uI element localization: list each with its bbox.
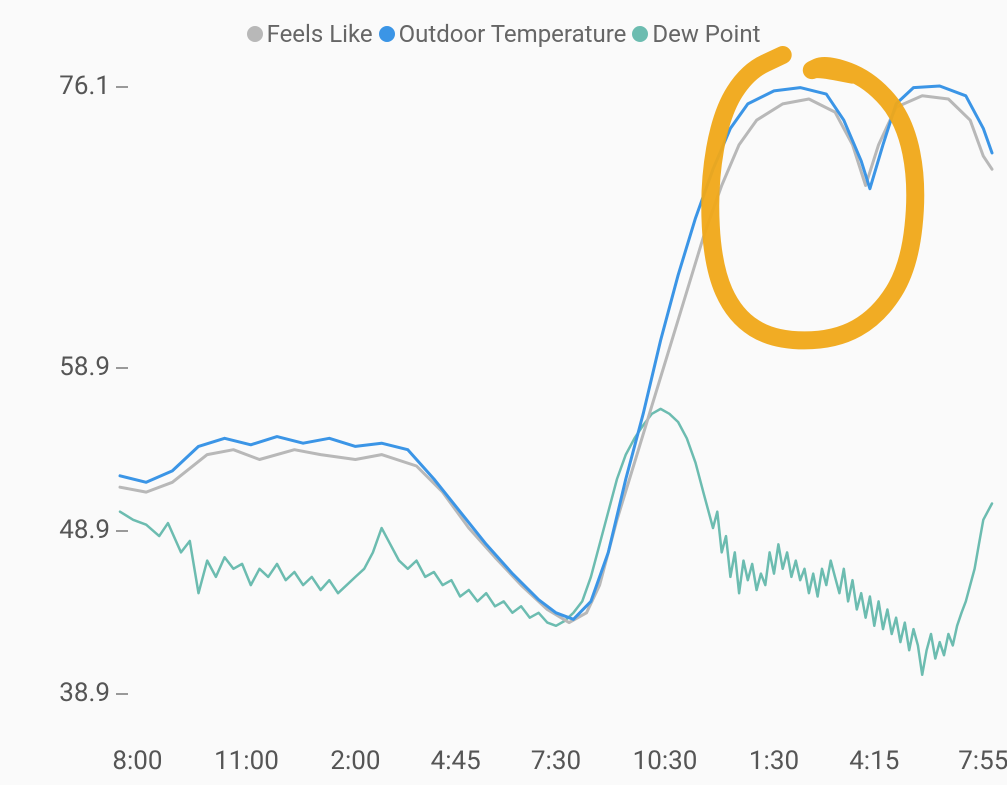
chart-lines xyxy=(120,55,992,740)
legend-label: Outdoor Temperature xyxy=(399,20,627,48)
y-axis-tick: 58.9 xyxy=(59,352,110,382)
temperature-chart: Feels Like Outdoor Temperature Dew Point… xyxy=(0,0,1007,785)
legend-dot-icon xyxy=(632,26,648,42)
y-axis: 76.1 58.9 48.9 38.9 xyxy=(0,55,120,740)
chart-legend: Feels Like Outdoor Temperature Dew Point xyxy=(0,0,1007,48)
x-axis-tick: 7:30 xyxy=(531,746,581,776)
legend-item-feels-like[interactable]: Feels Like xyxy=(247,20,373,48)
chart-series-line xyxy=(120,86,992,619)
legend-label: Feels Like xyxy=(267,20,373,48)
x-axis-tick: 1:30 xyxy=(749,746,799,776)
chart-series-line xyxy=(120,96,992,623)
legend-item-dew-point[interactable]: Dew Point xyxy=(632,20,760,48)
x-axis-tick: 7:55 xyxy=(958,746,1007,776)
y-axis-tick: 38.9 xyxy=(59,678,110,708)
x-axis-tick: 4:15 xyxy=(849,746,899,776)
legend-label: Dew Point xyxy=(652,20,760,48)
y-axis-tick: 48.9 xyxy=(59,515,110,545)
plot-area: 76.1 58.9 48.9 38.9 8:00 11:00 2:00 4:45 7:30 10… xyxy=(0,55,1007,785)
x-axis-tick: 2:00 xyxy=(330,746,380,776)
x-axis-tick: 11:00 xyxy=(214,746,279,776)
x-axis-tick: 10:30 xyxy=(633,746,698,776)
highlight-annotation xyxy=(710,55,915,340)
legend-dot-icon xyxy=(247,26,263,42)
x-axis-tick: 8:00 xyxy=(112,746,162,776)
y-axis-tick: 76.1 xyxy=(59,71,110,101)
x-axis: 8:0011:002:004:457:3010:301:304:157:55 xyxy=(120,740,992,785)
legend-dot-icon xyxy=(379,26,395,42)
x-axis-tick: 4:45 xyxy=(431,746,481,776)
chart-series-line xyxy=(120,409,992,675)
legend-item-outdoor-temp[interactable]: Outdoor Temperature xyxy=(379,20,627,48)
